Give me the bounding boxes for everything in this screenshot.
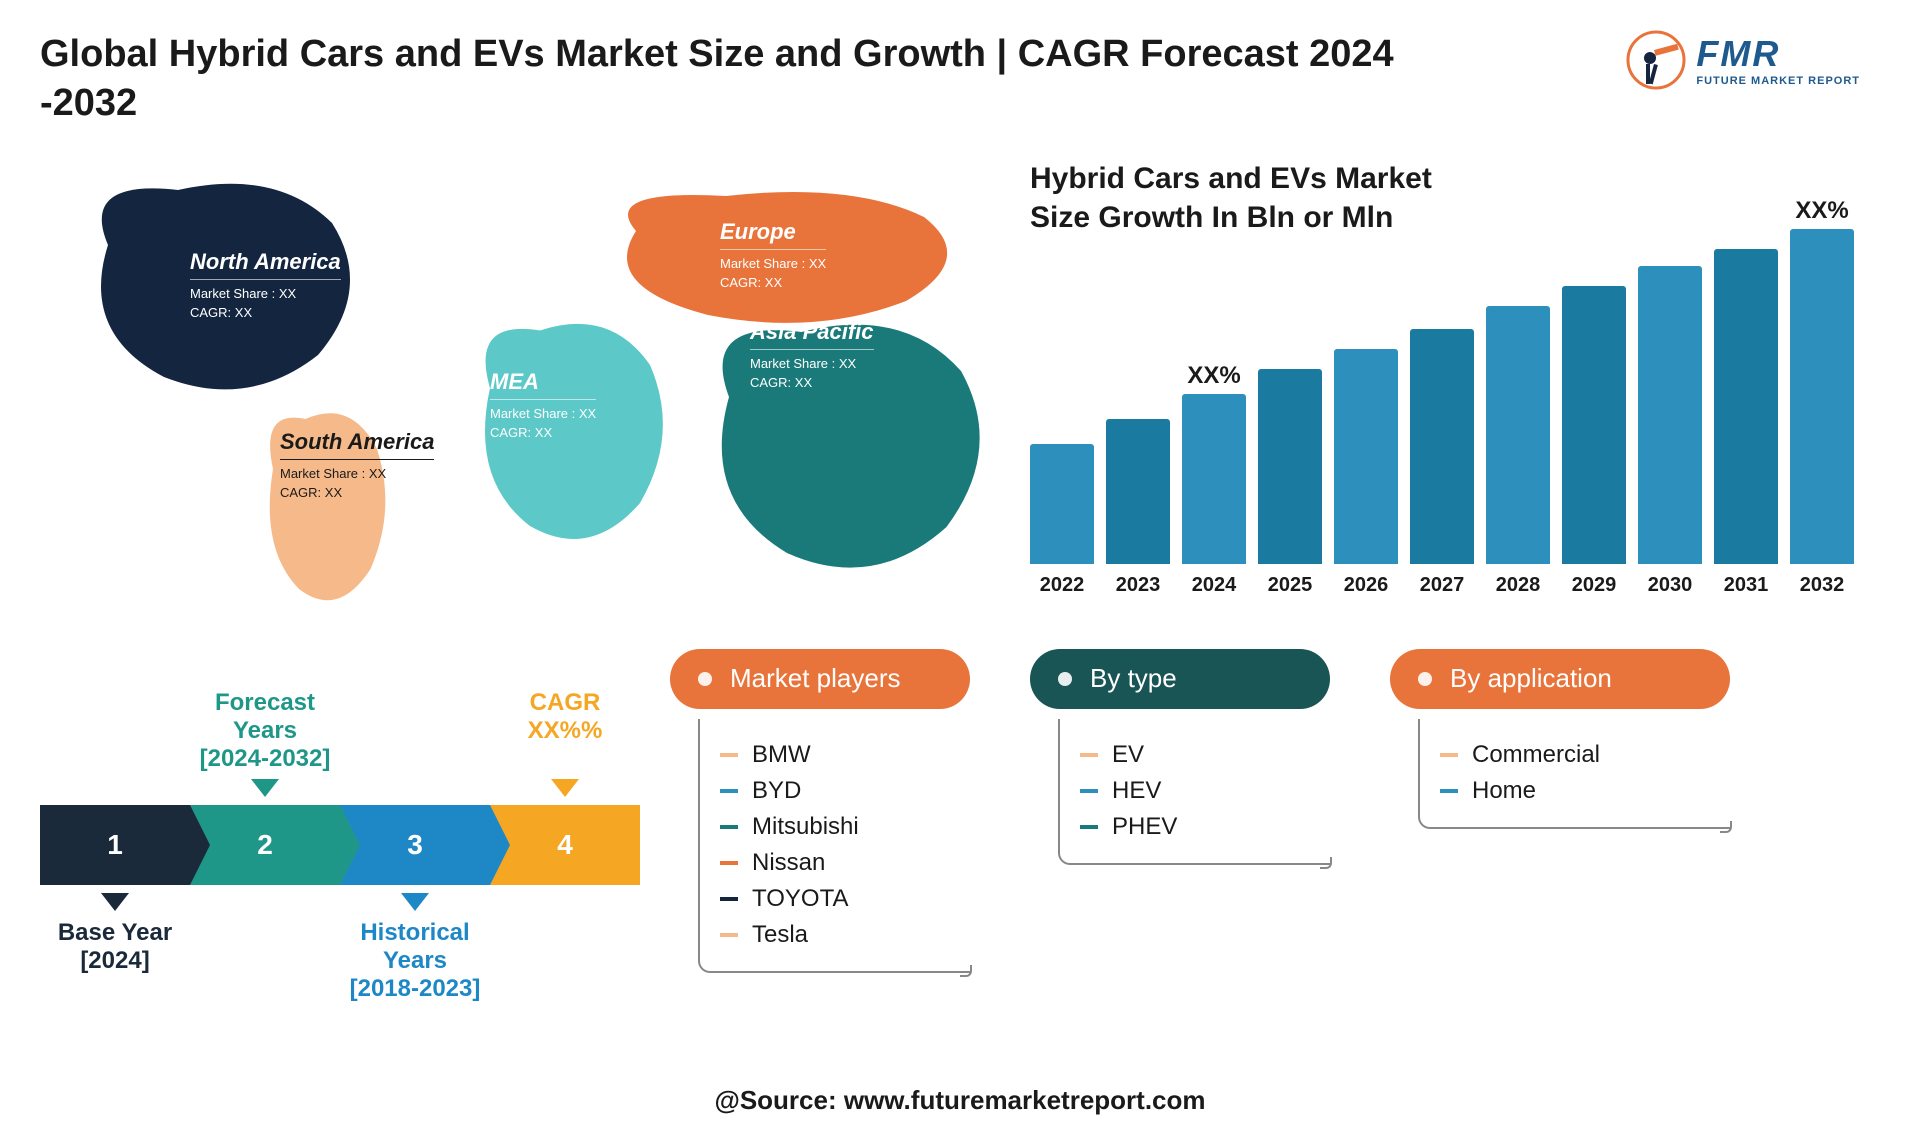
bullet-icon — [1058, 672, 1072, 686]
arrow-down-icon — [551, 779, 579, 797]
list-item: EV — [1080, 741, 1330, 769]
bar-2030: 2030 — [1638, 266, 1702, 597]
bullet-icon — [1418, 672, 1432, 686]
timeline-segment-2: 2 — [190, 805, 340, 885]
arrow-down-icon — [101, 893, 129, 911]
list-item: HEV — [1080, 777, 1330, 805]
list-item: Mitsubishi — [720, 813, 970, 841]
timeline: Forecast Years [2024-2032] CAGR XX%% 123… — [40, 649, 640, 1003]
by-application-column: By application Commercial Home — [1390, 649, 1730, 1003]
region-asia-pacific: Asia Pacific Market Share : XXCAGR: XX — [750, 319, 874, 393]
world-map: North America Market Share : XXCAGR: XX S… — [40, 149, 1000, 609]
marker-icon — [720, 753, 738, 757]
by-type-column: By type EV HEV PHEV — [1030, 649, 1330, 1003]
bar-2029: 2029 — [1562, 286, 1626, 597]
bar-2024: XX% 2024 — [1182, 394, 1246, 597]
growth-chart: Hybrid Cars and EVs Market Size Growth I… — [1030, 149, 1880, 609]
marker-icon — [1080, 825, 1098, 829]
bullet-icon — [698, 672, 712, 686]
by-type-header: By type — [1030, 649, 1330, 709]
historical-label: Historical Years [2018-2023] — [340, 919, 490, 1003]
marker-icon — [720, 825, 738, 829]
bar-2022: 2022 — [1030, 444, 1094, 597]
marker-icon — [1080, 753, 1098, 757]
list-item: Tesla — [720, 921, 970, 949]
by-application-header: By application — [1390, 649, 1730, 709]
logo-subtitle: FUTURE MARKET REPORT — [1696, 75, 1860, 87]
base-year-label: Base Year [2024] — [40, 919, 190, 1003]
marker-icon — [1440, 753, 1458, 757]
page-title: Global Hybrid Cars and EVs Market Size a… — [40, 30, 1440, 129]
brand-logo: FMR FUTURE MARKET REPORT — [1626, 30, 1860, 90]
arrow-down-icon — [401, 893, 429, 911]
marker-icon — [720, 897, 738, 901]
timeline-segment-1: 1 — [40, 805, 190, 885]
region-europe: Europe Market Share : XXCAGR: XX — [720, 219, 826, 293]
marker-icon — [1440, 789, 1458, 793]
list-item: TOYOTA — [720, 885, 970, 913]
forecast-label: Forecast Years [2024-2032] — [190, 689, 340, 773]
chart-title: Hybrid Cars and EVs Market Size Growth I… — [1030, 159, 1450, 237]
market-players-header: Market players — [670, 649, 970, 709]
marker-icon — [720, 861, 738, 865]
source-attribution: @Source: www.futuremarketreport.com — [714, 1085, 1205, 1116]
telescope-icon — [1626, 30, 1686, 90]
list-item: BYD — [720, 777, 970, 805]
logo-text: FMR — [1696, 33, 1860, 75]
list-item: Home — [1440, 777, 1730, 805]
marker-icon — [720, 933, 738, 937]
marker-icon — [720, 789, 738, 793]
cagr-label: CAGR XX%% — [490, 689, 640, 773]
list-item: Nissan — [720, 849, 970, 877]
bar-2023: 2023 — [1106, 419, 1170, 597]
list-item: BMW — [720, 741, 970, 769]
bar-2026: 2026 — [1334, 349, 1398, 597]
marker-icon — [1080, 789, 1098, 793]
region-mea: MEA Market Share : XXCAGR: XX — [490, 369, 596, 443]
bar-2027: 2027 — [1410, 329, 1474, 597]
bar-2028: 2028 — [1486, 306, 1550, 597]
bar-2032: XX% 2032 — [1790, 229, 1854, 597]
timeline-segment-3: 3 — [340, 805, 490, 885]
list-item: Commercial — [1440, 741, 1730, 769]
arrow-down-icon — [251, 779, 279, 797]
bar-2031: 2031 — [1714, 249, 1778, 597]
list-item: PHEV — [1080, 813, 1330, 841]
timeline-segment-4: 4 — [490, 805, 640, 885]
region-north-america: North America Market Share : XXCAGR: XX — [190, 249, 341, 323]
bar-2025: 2025 — [1258, 369, 1322, 597]
region-south-america: South America Market Share : XXCAGR: XX — [280, 429, 434, 503]
market-players-column: Market players BMW BYD Mitsubishi Nissan TOY… — [670, 649, 970, 1003]
